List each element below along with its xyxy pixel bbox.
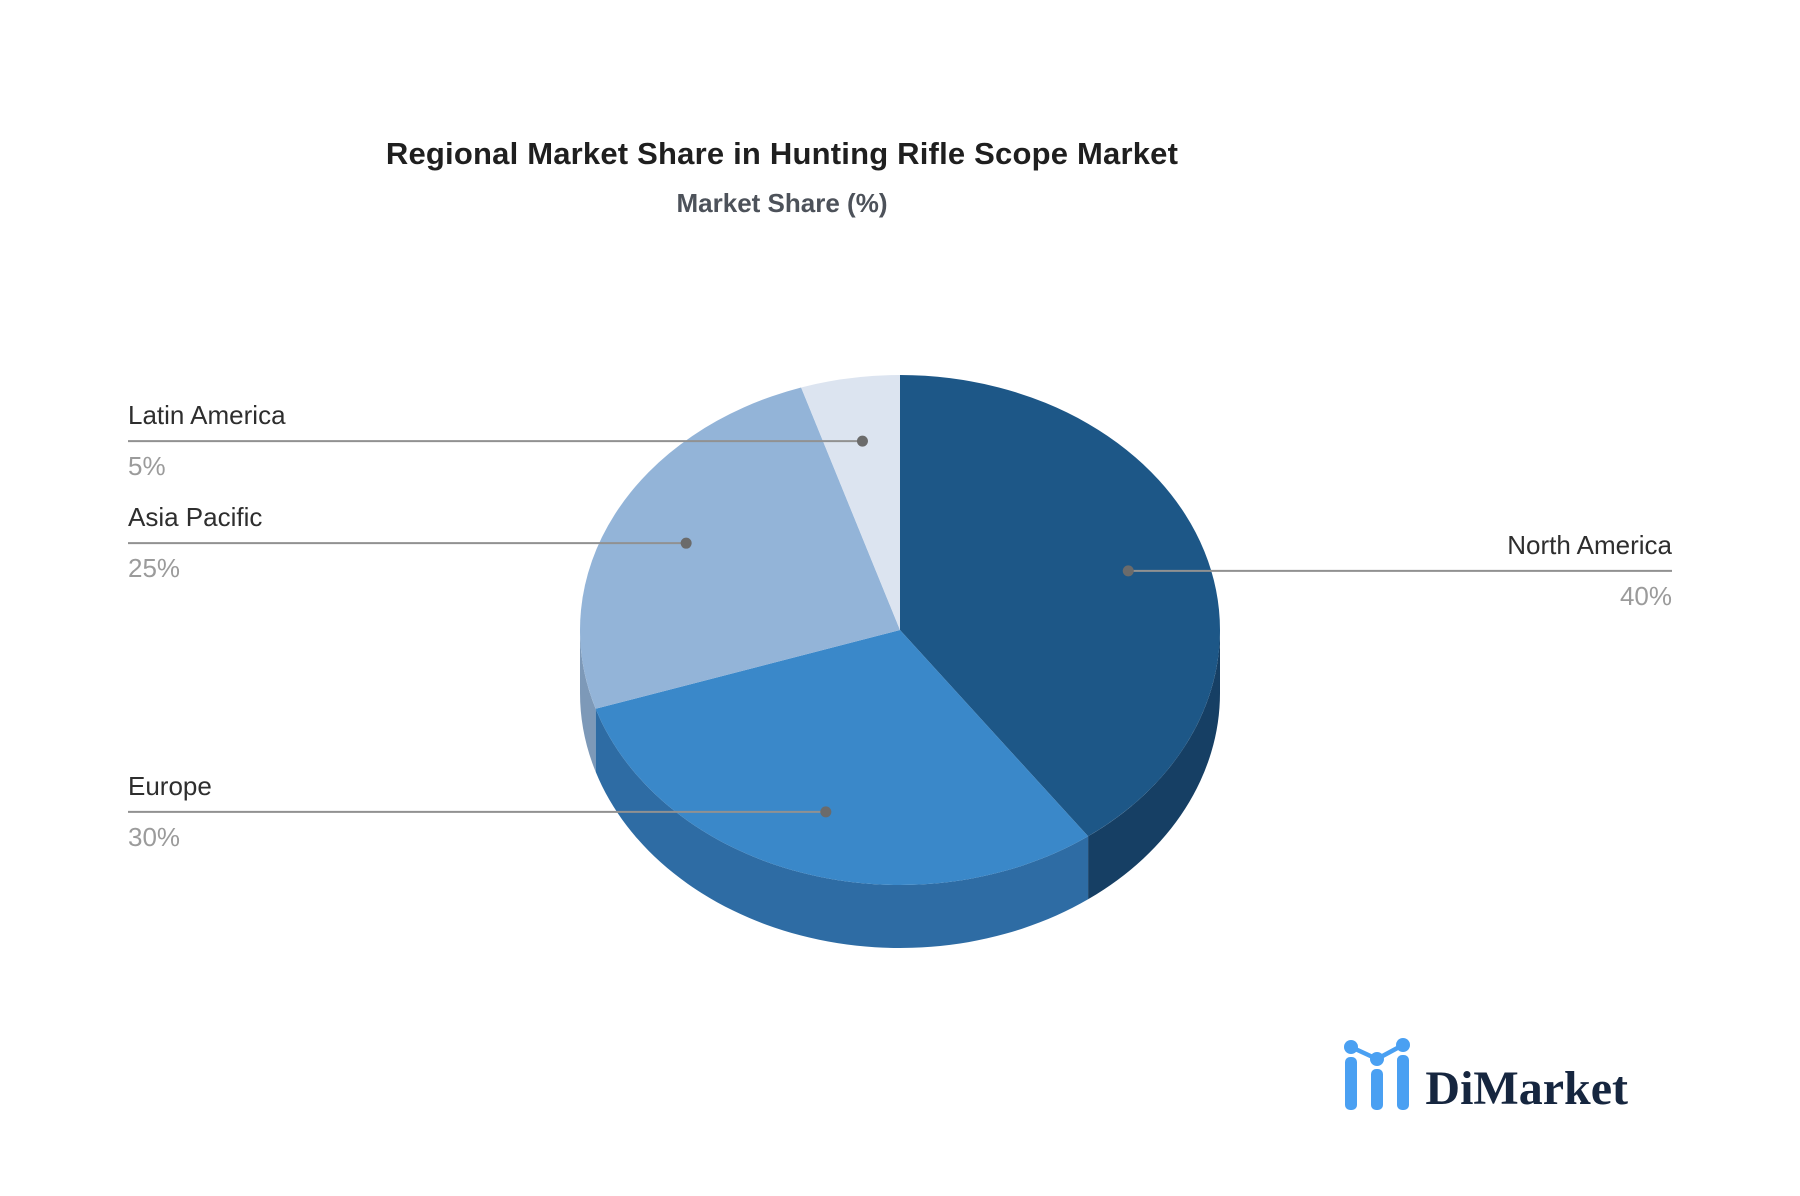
pie-label-value: 30%: [128, 821, 181, 852]
bar-line-chart-icon: [1344, 1038, 1411, 1110]
pie-label-value: 5%: [128, 451, 166, 482]
pie-side-north-america: [1088, 630, 1220, 900]
chart-title: Regional Market Share in Hunting Rifle S…: [385, 136, 1179, 171]
pie-slice-north-america: [900, 375, 1221, 837]
leader-dot-europe: [820, 806, 832, 818]
pie-side-europe: [595, 708, 1089, 948]
pie-slice-latin-america: [801, 375, 900, 630]
pie-label-name: Asia Pacific: [128, 502, 263, 533]
pie-label-north-america: North America 40%: [1507, 530, 1672, 611]
pie-label-latin-america: Latin America 5%: [128, 400, 286, 481]
pie-slice-europe: [595, 630, 1089, 886]
pie-label-name: North America: [1507, 529, 1672, 560]
pie-side-asia-pacific: [580, 630, 596, 772]
pie-label-name: Europe: [128, 770, 212, 801]
pie-label-value: 40%: [1619, 580, 1672, 611]
chart-subtitle: Market Share (%): [676, 188, 888, 218]
pie-label-europe: Europe 30%: [128, 771, 212, 852]
brand-name: DiMarket: [1425, 1062, 1628, 1115]
leader-dot-north-america: [1122, 565, 1134, 577]
pie-slice-asia-pacific: [580, 387, 900, 709]
leader-dot-asia-pacific: [680, 537, 692, 549]
pie-label-asia-pacific: Asia Pacific 25%: [128, 502, 262, 583]
pie-label-value: 25%: [128, 553, 181, 584]
brand-logo: DiMarket: [1344, 1038, 1628, 1113]
leader-dot-latin-america: [856, 435, 868, 447]
pie-label-name: Latin America: [128, 400, 286, 431]
